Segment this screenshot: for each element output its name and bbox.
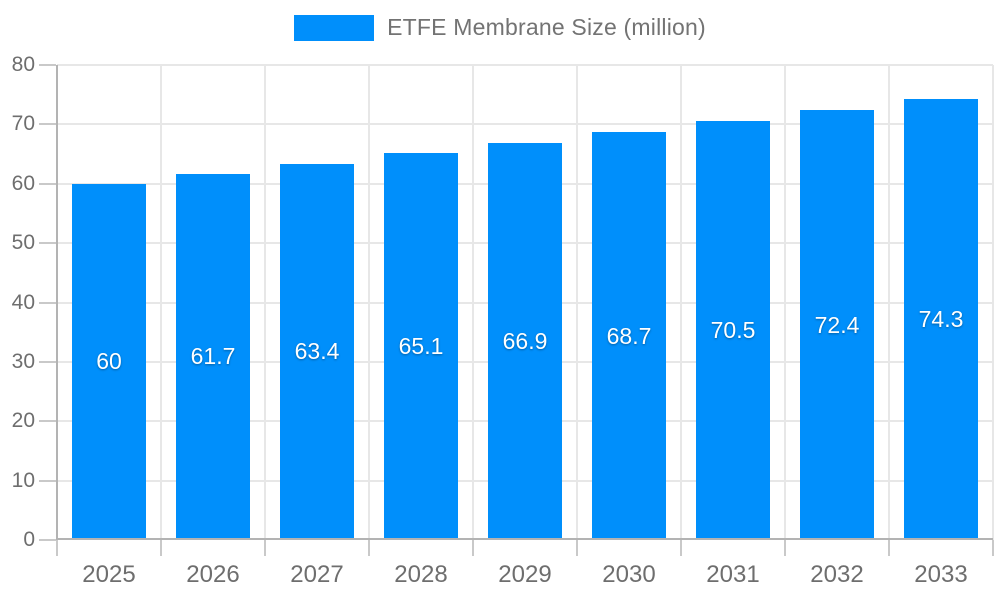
bar-value-label: 74.3: [918, 305, 964, 332]
y-axis-label: 80: [11, 53, 35, 76]
y-axis-tick: [39, 479, 56, 482]
y-axis-tick: [39, 64, 56, 66]
y-axis-label: 50: [11, 231, 35, 255]
x-axis-label-2027: 2027: [290, 561, 344, 588]
x-axis-tick: [784, 540, 786, 556]
x-axis-tick: [992, 540, 994, 556]
y-axis-label: 0: [23, 528, 35, 551]
legend: ETFE Membrane Size (million): [0, 14, 1000, 41]
x-axis-tick: [264, 540, 266, 556]
bar-value-label: 65.1: [398, 333, 444, 360]
x-axis-tick: [368, 540, 370, 556]
bar-2025[interactable]: 60: [72, 183, 146, 540]
x-axis-label-2031: 2031: [706, 561, 760, 588]
x-axis-tick: [56, 540, 58, 556]
bar-2027[interactable]: 63.4: [280, 163, 354, 540]
y-gridline: [57, 64, 993, 66]
x-gridline: [160, 65, 162, 540]
x-axis-line: [57, 538, 993, 540]
x-axis-tick: [680, 540, 682, 556]
x-axis-label-2032: 2032: [810, 561, 864, 588]
x-gridline: [680, 65, 682, 540]
y-axis-tick: [39, 182, 56, 185]
x-axis-label-2033: 2033: [914, 561, 968, 588]
y-axis-tick: [39, 123, 56, 126]
y-gridline: [57, 123, 993, 126]
x-axis-label-2029: 2029: [498, 561, 552, 588]
x-gridline: [368, 65, 370, 540]
x-gridline: [992, 65, 994, 540]
x-gridline: [264, 65, 266, 540]
bar-value-label: 72.4: [814, 311, 860, 338]
y-axis-label: 10: [11, 468, 35, 492]
x-axis-tick: [888, 540, 890, 556]
y-axis-tick: [39, 301, 56, 304]
y-axis-tick: [39, 242, 56, 245]
bar-2026[interactable]: 61.7: [176, 173, 250, 540]
x-gridline: [888, 65, 890, 540]
y-axis-label: 30: [11, 349, 35, 373]
y-axis-label: 70: [11, 112, 35, 136]
x-gridline: [784, 65, 786, 540]
y-axis-label: 20: [11, 409, 35, 433]
bar-value-label: 66.9: [502, 327, 548, 354]
bar-2032[interactable]: 72.4: [800, 110, 874, 540]
x-axis-tick: [160, 540, 162, 556]
bar-2033[interactable]: 74.3: [904, 98, 978, 540]
legend-item-etfe-membrane-size[interactable]: ETFE Membrane Size (million): [294, 14, 706, 41]
x-axis-tick: [472, 540, 474, 556]
y-axis-label: 60: [11, 171, 35, 195]
y-axis-label: 40: [11, 290, 35, 314]
y-axis-tick: [39, 539, 56, 541]
y-axis-tick: [39, 420, 56, 423]
bar-value-label: 60: [96, 348, 122, 375]
y-axis-line: [56, 65, 58, 556]
bar-value-label: 68.7: [606, 322, 652, 349]
bar-2030[interactable]: 68.7: [592, 132, 666, 540]
x-axis-label-2025: 2025: [82, 561, 136, 588]
bar-2028[interactable]: 65.1: [384, 153, 458, 540]
x-gridline: [472, 65, 474, 540]
bar-2031[interactable]: 70.5: [696, 121, 770, 540]
bar-value-label: 63.4: [294, 338, 340, 365]
bar-value-label: 61.7: [190, 343, 236, 370]
bar-2029[interactable]: 66.9: [488, 142, 562, 540]
legend-label: ETFE Membrane Size (million): [387, 14, 706, 40]
x-axis-tick: [576, 540, 578, 556]
y-axis-tick: [39, 360, 56, 363]
x-axis-label-2030: 2030: [602, 561, 656, 588]
bar-value-label: 70.5: [710, 317, 756, 344]
x-axis-label-2026: 2026: [186, 561, 240, 588]
x-axis-label-2028: 2028: [394, 561, 448, 588]
legend-color-swatch: [294, 14, 375, 41]
x-gridline: [576, 65, 578, 540]
